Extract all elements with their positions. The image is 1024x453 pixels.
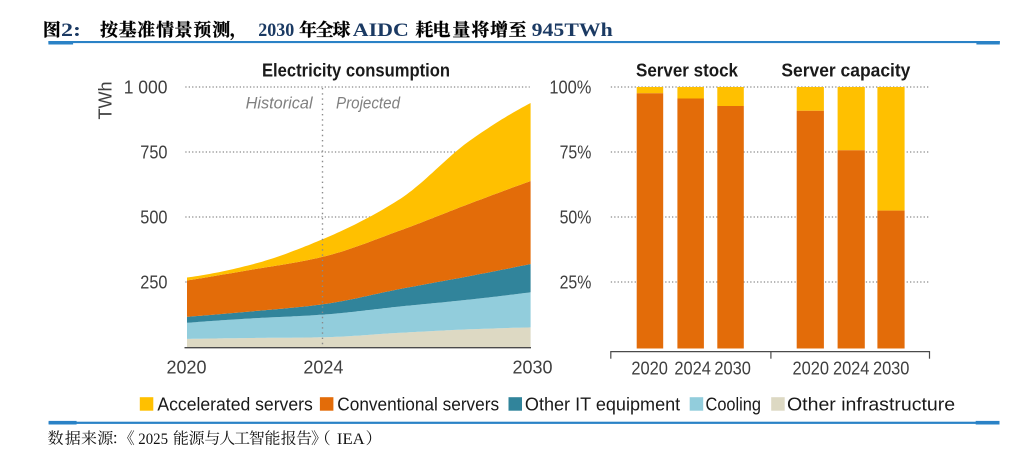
svg-text:2030: 2030 (258, 21, 294, 41)
svg-text:1 000: 1 000 (124, 78, 168, 98)
svg-text:Projected: Projected (336, 95, 401, 113)
svg-text:Cooling: Cooling (706, 395, 762, 415)
svg-text:75%: 75% (560, 143, 592, 163)
svg-text:945TWh: 945TWh (532, 21, 614, 41)
svg-text:2024: 2024 (674, 359, 711, 379)
svg-text:100%: 100% (549, 78, 591, 98)
svg-text:2030: 2030 (873, 359, 910, 379)
svg-text:AIDC: AIDC (353, 21, 409, 41)
svg-text:IEA: IEA (337, 431, 366, 448)
svg-text:2020: 2020 (631, 359, 668, 379)
svg-text:Electricity consumption: Electricity consumption (262, 61, 450, 81)
svg-text:2030: 2030 (714, 359, 751, 379)
svg-text:2020: 2020 (793, 359, 830, 379)
svg-text:50%: 50% (560, 208, 592, 228)
svg-text:2030: 2030 (513, 358, 553, 378)
svg-text:TWh: TWh (95, 82, 115, 120)
svg-text:Conventional servers: Conventional servers (337, 395, 499, 415)
svg-text:2024: 2024 (833, 359, 870, 379)
svg-text:Server capacity: Server capacity (781, 61, 910, 81)
svg-text:Other infrastructure: Other infrastructure (787, 395, 955, 415)
svg-text:Server stock: Server stock (636, 61, 739, 81)
svg-text:2:: 2: (61, 21, 81, 41)
svg-text:Accelerated servers: Accelerated servers (157, 395, 312, 415)
svg-text:2024: 2024 (303, 358, 343, 378)
svg-text:Historical: Historical (246, 95, 314, 113)
svg-text:Other IT equipment: Other IT equipment (525, 395, 680, 415)
svg-text:2025: 2025 (138, 431, 168, 448)
svg-text:2020: 2020 (167, 358, 207, 378)
svg-text:750: 750 (140, 143, 167, 163)
svg-text:250: 250 (140, 273, 167, 293)
svg-text:25%: 25% (560, 273, 592, 293)
svg-text:500: 500 (140, 208, 167, 228)
